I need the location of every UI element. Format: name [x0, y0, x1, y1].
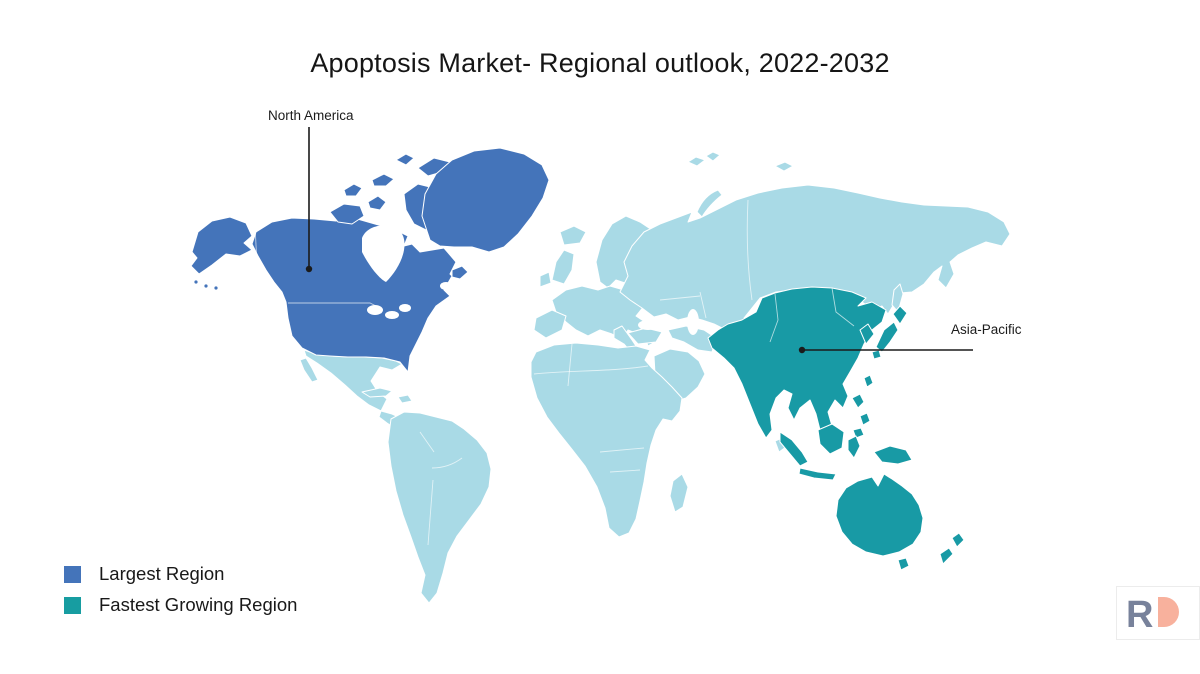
- water-insets: [362, 225, 699, 335]
- legend-label-largest: Largest Region: [99, 563, 225, 584]
- region-north-america: [190, 147, 550, 373]
- brand-logo-graphic: R: [1126, 594, 1179, 633]
- legend-swatch-largest-rect: [64, 565, 81, 583]
- legend-label-fastest: Fastest Growing Region: [99, 594, 298, 615]
- annotation-asia-pacific-line: [798, 346, 973, 354]
- region-asia-pacific: [707, 286, 965, 571]
- legend: Largest Region Fastest Growing Region: [64, 563, 297, 625]
- country-border-lines: [254, 199, 855, 546]
- legend-swatch-fastest: [64, 596, 81, 614]
- legend-swatch-largest: [64, 565, 81, 583]
- region-rest-of-world: [299, 151, 1011, 604]
- brand-logo: R: [1116, 586, 1200, 640]
- legend-item-fastest-growing: Fastest Growing Region: [64, 594, 297, 616]
- annotation-north-america-line: [305, 127, 313, 273]
- annotation-label-asia-pacific: Asia-Pacific: [951, 322, 1022, 337]
- page-title: Apoptosis Market- Regional outlook, 2022…: [310, 48, 890, 78]
- annotation-dot-north-america: [305, 265, 313, 273]
- annotation-dot-asia-pacific: [798, 346, 806, 354]
- annotation-label-north-america: North America: [268, 108, 354, 123]
- logo-letter-d-shape: [1158, 597, 1179, 627]
- legend-item-largest-region: Largest Region: [64, 563, 297, 585]
- logo-letter-r: R: [1126, 594, 1153, 633]
- legend-swatch-fastest-rect: [64, 596, 81, 614]
